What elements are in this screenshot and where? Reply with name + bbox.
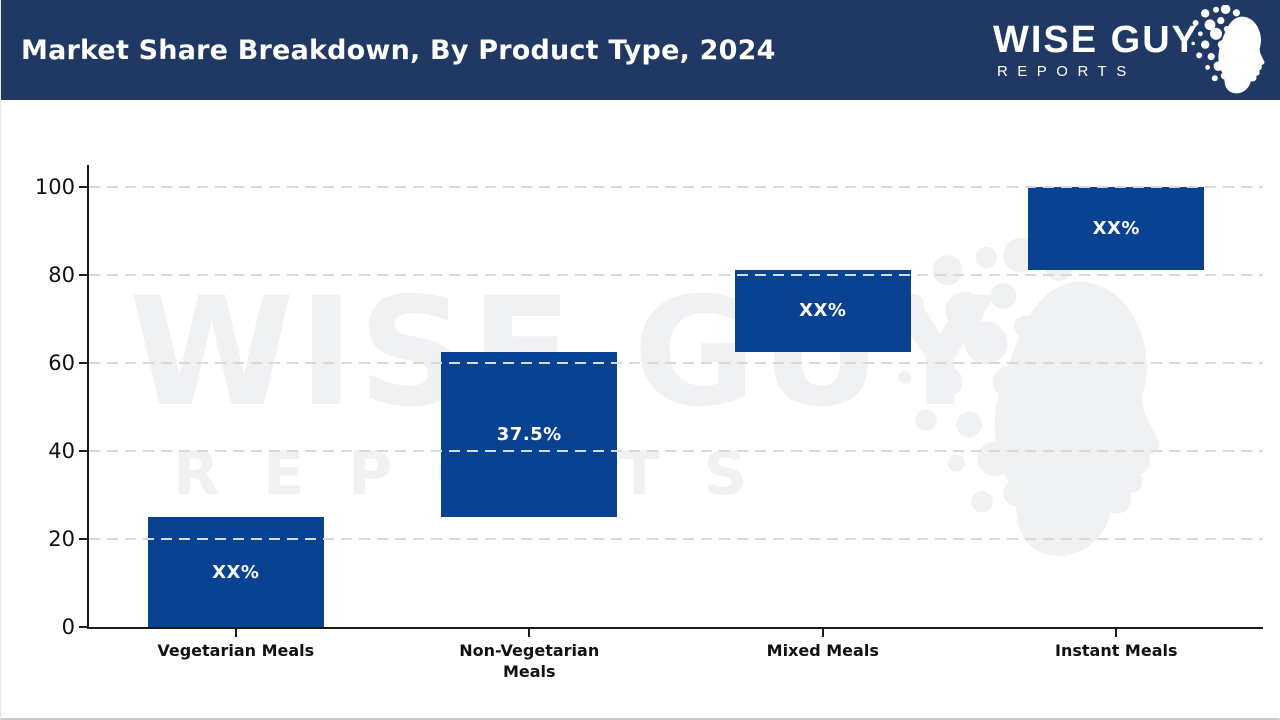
header-banner: Market Share Breakdown, By Product Type,… <box>1 0 1280 100</box>
plot-area: XX% 37.5% XX% XX% <box>87 165 1263 629</box>
x-axis-label: Instant Meals <box>1055 641 1178 660</box>
x-tick-mark <box>821 629 824 637</box>
y-tick-mark <box>79 274 87 276</box>
x-axis-label: Non-Vegetarian Meals <box>459 641 600 681</box>
y-axis-line <box>87 165 89 629</box>
y-tick-label: 0 <box>61 615 75 639</box>
bar-3: XX% <box>734 269 911 352</box>
y-tick-label: 20 <box>48 527 75 551</box>
logo-subtext: REPORTS <box>996 63 1136 80</box>
gridline-20 <box>89 538 1263 540</box>
y-tick-mark <box>79 450 87 452</box>
bar-value-label: XX% <box>799 300 847 322</box>
y-tick-label: 40 <box>48 439 75 463</box>
chart-area: WISE GUY REPORTS XX%37.5%XX%XX% 02040608… <box>1 100 1280 718</box>
gridline-80 <box>89 274 1263 276</box>
gridline-40 <box>89 450 1263 452</box>
wiseguy-logo: WISE GUY REPORTS <box>993 0 1271 100</box>
x-axis-label: Mixed Meals <box>766 641 879 660</box>
bar-value-label: XX% <box>212 561 260 583</box>
y-tick-label: 80 <box>48 263 75 287</box>
y-tick-mark <box>79 186 87 188</box>
x-tick-mark <box>234 629 237 637</box>
gridline-60 <box>89 362 1263 364</box>
bar-4: XX% <box>1028 187 1205 270</box>
chart-title: Market Share Breakdown, By Product Type,… <box>21 34 776 66</box>
y-tick-label: 60 <box>48 351 75 375</box>
x-axis-line <box>87 627 1263 629</box>
y-tick-mark <box>79 362 87 364</box>
y-tick-mark <box>79 626 87 628</box>
x-tick-mark <box>528 629 531 637</box>
bar-value-label: XX% <box>1092 217 1140 239</box>
bar-1: XX% <box>147 517 324 627</box>
x-tick-mark <box>1115 629 1118 637</box>
bar-value-label: 37.5% <box>496 424 562 445</box>
logo-wordmark: WISE GUY <box>992 19 1199 61</box>
gridline-100 <box>89 186 1263 188</box>
bar-2: 37.5% <box>441 352 618 517</box>
y-tick-mark <box>79 538 87 540</box>
y-tick-label: 100 <box>34 175 75 199</box>
x-axis-label: Vegetarian Meals <box>157 641 315 660</box>
logo-face-icon <box>1191 5 1265 94</box>
logo-text: WISE GUY REPORTS <box>993 20 1199 80</box>
